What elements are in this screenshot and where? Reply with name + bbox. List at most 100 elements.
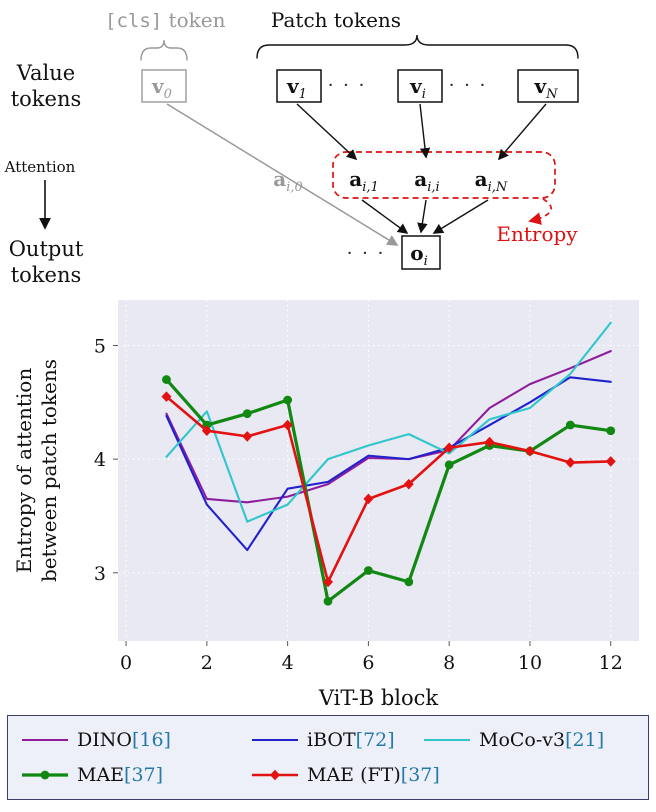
arrow-vi-to-aii — [419, 103, 431, 159]
legend-sample-iBOT — [252, 738, 298, 742]
marker-diamond-MAE (FT) — [605, 456, 616, 467]
attention-weight-aii: ai,i — [414, 167, 439, 195]
y-axis-label-line: Entropy of attention — [12, 368, 36, 574]
ellipsis-output: · · · — [347, 243, 386, 264]
series-line-MoCo-v3 — [165, 321, 612, 523]
arrow-aiN-to-oi — [432, 199, 489, 234]
entropy-label: Entropy — [496, 222, 578, 246]
marker-diamond-MAE (FT) — [484, 436, 495, 448]
legend-item-MAE (FT): MAE (FT) [37] — [252, 764, 440, 786]
series-line-MAE (FT) — [165, 395, 613, 584]
x-tick-label: 4 — [282, 652, 294, 674]
patch-tokens-label: Patch tokens — [271, 8, 401, 32]
arrow-aii-to-oi — [417, 199, 428, 234]
arrow-v0-to-oi — [166, 103, 399, 246]
marker-circle-MAE — [364, 566, 373, 575]
output-tokens-label-line2: tokens — [11, 263, 82, 287]
attention-weight-ai1: ai,1 — [349, 167, 379, 195]
attention-weight-aiN: ai,N — [475, 167, 508, 195]
value-tokens-label-line1: Value — [16, 61, 75, 85]
chart-legend: DINO [16] iBOT [72] MoCo-v3 [21] MAE [37] MA… — [7, 715, 649, 800]
legend-sample-MAE — [22, 770, 68, 780]
x-tick-label: 2 — [201, 652, 213, 674]
legend-citation: [16] — [131, 729, 171, 751]
marker-diamond-MAE (FT) — [444, 442, 455, 454]
entropy-weights-dashed-box — [332, 151, 556, 199]
legend-citation: [21] — [565, 729, 605, 751]
legend-citation: [72] — [355, 729, 395, 751]
svg-text:v0: v0 — [151, 74, 172, 102]
attention-weight-ai0: ai,0 — [273, 167, 303, 195]
value-tokens-label-line2: tokens — [11, 87, 82, 111]
marker-circle-MAE — [606, 426, 616, 436]
marker-diamond-MAE (FT) — [201, 425, 212, 437]
legend-item-MAE: MAE [37] — [22, 764, 252, 786]
attention-label: Attention — [4, 158, 76, 176]
legend-label: iBOT — [307, 729, 356, 751]
legend-item-DINO: DINO [16] — [22, 729, 252, 751]
svg-text:vi: vi — [409, 74, 426, 102]
marker-diamond-MAE (FT) — [242, 431, 253, 442]
legend-marker-circle — [40, 770, 50, 780]
svg-text:vN: vN — [534, 74, 559, 102]
v0-token-box: v0 — [141, 69, 187, 103]
entropy-line-chart: 0 2 4 6 8 10 12 3 4 5 ViT-B block Entropy of attent… — [12, 300, 639, 710]
marker-diamond-MAE (FT) — [403, 478, 414, 490]
marker-diamond-MAE (FT) — [363, 493, 374, 505]
marker-diamond-MAE (FT) — [565, 457, 576, 468]
legend-label: MAE (FT) — [307, 764, 401, 786]
legend-sample-MAE (FT) — [252, 769, 298, 781]
oi-token-box: oi — [401, 235, 441, 270]
marker-circle-MAE — [242, 409, 252, 419]
arrow-vN-to-aiN — [497, 103, 547, 161]
legend-citation: [37] — [124, 764, 164, 786]
entropy-arrow — [528, 198, 552, 225]
v1-token-box: v1 — [276, 69, 322, 103]
legend-marker-diamond — [270, 769, 280, 781]
ellipsis-vi-vN: · · · — [449, 75, 488, 96]
vi-token-box: vi — [397, 69, 443, 103]
y-axis-label-line: between patch tokens — [37, 359, 61, 582]
patch-tokens-brace — [256, 34, 579, 59]
marker-diamond-MAE (FT) — [524, 445, 535, 457]
marker-diamond-MAE (FT) — [161, 391, 172, 402]
x-tick-label: 0 — [120, 652, 132, 674]
y-tick-label: 4 — [94, 449, 106, 471]
y-tick-label: 3 — [94, 563, 106, 585]
x-tick-label: 10 — [518, 652, 542, 674]
marker-circle-MAE — [323, 596, 333, 606]
x-tick-label: 8 — [443, 652, 455, 674]
x-tick-label: 6 — [362, 652, 374, 674]
series-line-iBOT — [165, 376, 612, 552]
cls-token-label: [cls] token — [105, 8, 226, 32]
marker-circle-MAE — [444, 460, 454, 470]
plot-background — [118, 300, 639, 641]
legend-label: MoCo-v3 — [479, 729, 566, 751]
marker-diamond-MAE (FT) — [323, 576, 334, 588]
legend-sample-MoCo-v3 — [424, 738, 470, 742]
arrow-v1-to-ai1 — [296, 103, 358, 161]
attention-diagram: [cls] token Patch tokens Value tokens At… — [4, 8, 579, 287]
marker-circle-MAE — [404, 577, 414, 587]
legend-citation: [37] — [400, 764, 440, 786]
legend-item-iBOT: iBOT [72] — [252, 729, 424, 751]
marker-diamond-MAE (FT) — [282, 419, 293, 431]
legend-grid: DINO [16] iBOT [72] MoCo-v3 [21] MAE [37] MA… — [22, 729, 634, 786]
legend-sample-DINO — [22, 738, 68, 742]
marker-circle-MAE — [565, 420, 575, 430]
output-tokens-label-line1: Output — [9, 237, 84, 261]
marker-circle-MAE — [162, 375, 171, 384]
svg-text:v1: v1 — [286, 74, 307, 102]
arrow-ai1-to-oi — [361, 199, 409, 234]
x-axis-label: ViT-B block — [318, 686, 439, 710]
legend-label: MAE — [77, 764, 125, 786]
series-line-MAE — [164, 377, 613, 603]
legend-label: DINO — [77, 729, 132, 751]
legend-item-MoCo-v3: MoCo-v3 [21] — [424, 729, 634, 751]
marker-circle-MAE — [283, 395, 293, 405]
cls-brace — [140, 39, 188, 61]
vN-token-box: vN — [517, 69, 579, 103]
ellipsis-v1-vi: · · · — [328, 75, 367, 96]
x-tick-label: 12 — [599, 652, 623, 674]
y-tick-label: 5 — [94, 335, 106, 357]
